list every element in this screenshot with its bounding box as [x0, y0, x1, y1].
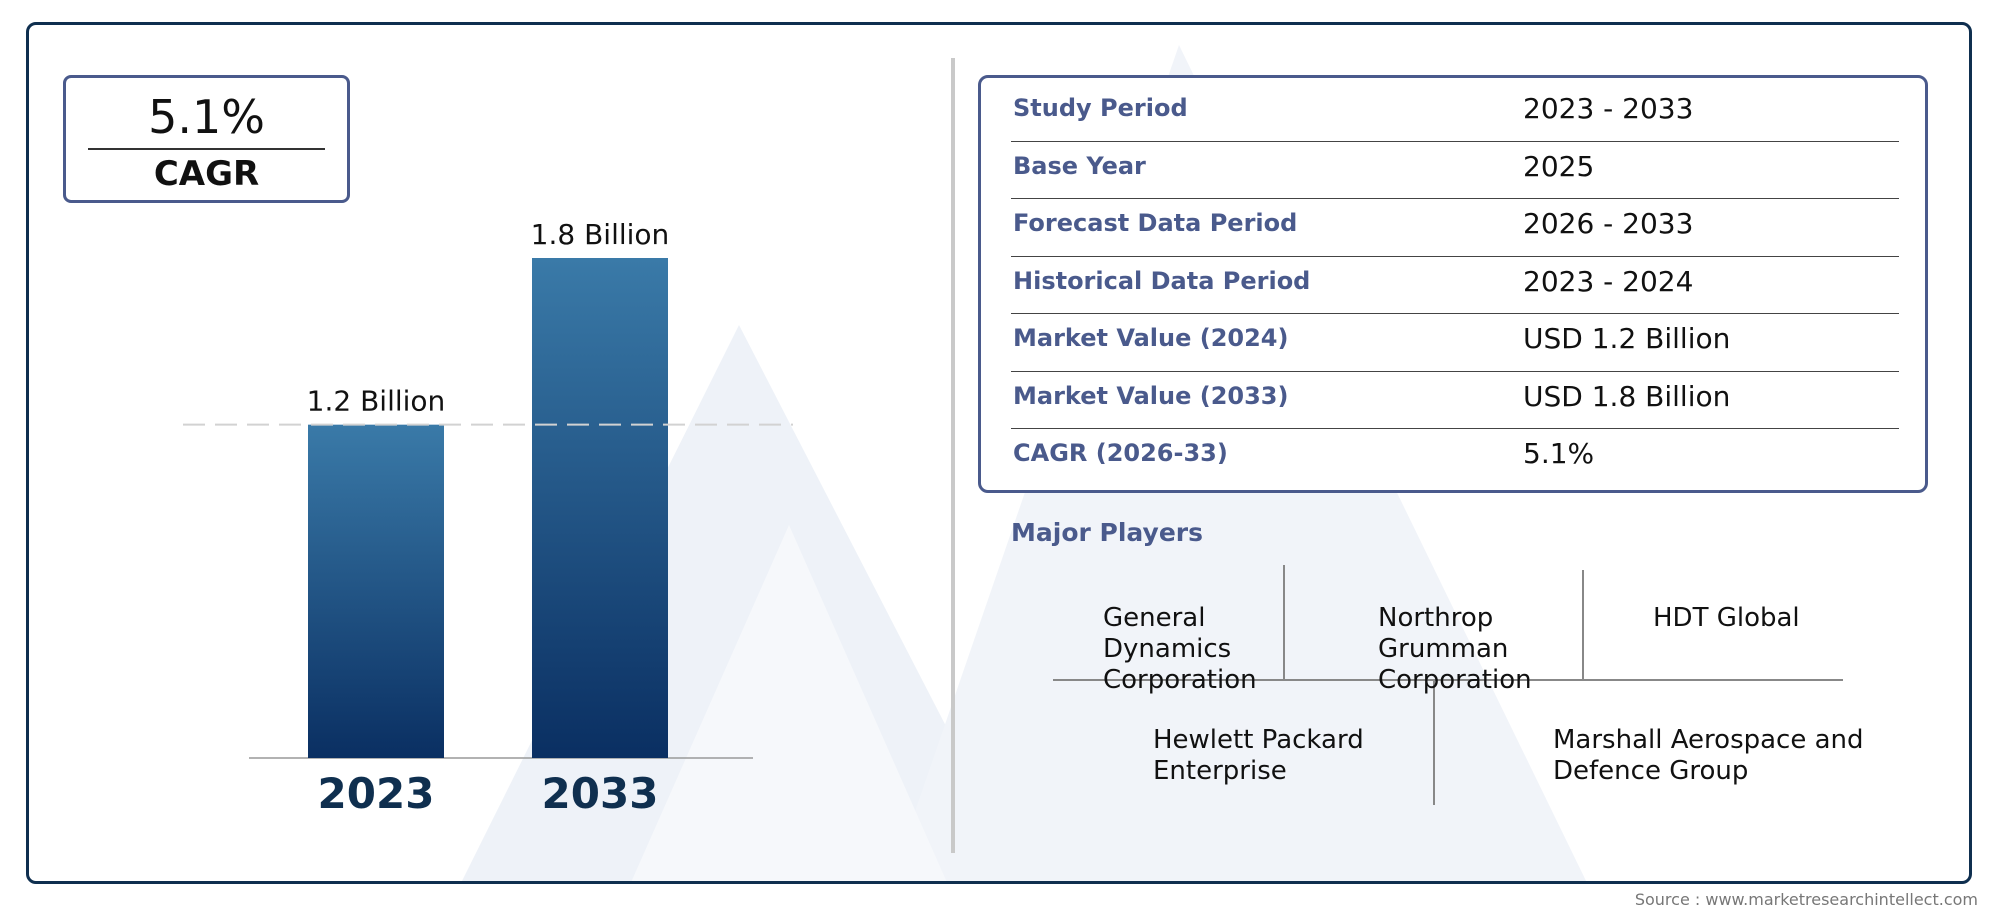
- players-divider-vertical-1: [1283, 565, 1285, 679]
- bar-2033: [532, 258, 668, 758]
- players-divider-vertical-2: [1582, 570, 1584, 679]
- cagr-value: 5.1%: [148, 90, 265, 144]
- bar-chart: 1.2 Billion 2023 1.8 Billion 2033: [183, 218, 793, 818]
- player-northrop-grumman: Northrop Grumman Corporation: [1378, 603, 1532, 695]
- category-label: 2033: [542, 769, 659, 818]
- category-label: 2023: [318, 769, 435, 818]
- infographic-frame: 5.1% CAGR 1.2 Billion 2023 1.8 Billion 2033…: [26, 22, 1972, 884]
- summary-row-value: 2025: [1523, 149, 1595, 183]
- bar-2023: [308, 424, 444, 758]
- summary-table: Study Period 2023 - 2033 Base Year 2025 Fore…: [978, 75, 1928, 493]
- summary-row-value: 2023 - 2024: [1523, 264, 1694, 298]
- summary-row-value: 2023 - 2033: [1523, 92, 1694, 125]
- cagr-box: 5.1% CAGR: [63, 75, 350, 203]
- summary-row: Historical Data Period 2023 - 2024: [1011, 257, 1899, 314]
- cagr-divider: [88, 148, 325, 150]
- summary-row-label: CAGR (2026-33): [1013, 439, 1228, 467]
- data-label: 1.2 Billion: [307, 385, 446, 418]
- summary-row-value: 2026 - 2033: [1523, 207, 1694, 240]
- summary-row-label: Base Year: [1013, 151, 1146, 180]
- summary-row-label: Market Value (2033): [1013, 381, 1289, 410]
- cagr-label: CAGR: [153, 154, 260, 194]
- summary-row-value: USD 1.2 Billion: [1523, 322, 1731, 355]
- summary-row: Forecast Data Period 2026 - 2033: [1011, 199, 1899, 257]
- players-divider-horizontal: [1053, 679, 1843, 681]
- source-credit: Source : www.marketresearchintellect.com: [1634, 890, 1978, 909]
- summary-row-label: Forecast Data Period: [1013, 209, 1298, 237]
- summary-row-label: Market Value (2024): [1013, 324, 1289, 352]
- summary-row-value: 5.1%: [1523, 437, 1595, 470]
- summary-row-label: Study Period: [1013, 94, 1188, 122]
- player-general-dynamics: General Dynamics Corporation: [1103, 603, 1257, 695]
- summary-row: Market Value (2024) USD 1.2 Billion: [1011, 314, 1899, 372]
- summary-row: Base Year 2025: [1011, 142, 1899, 199]
- summary-row: Study Period 2023 - 2033: [1011, 84, 1899, 142]
- major-players-title: Major Players: [1011, 518, 1203, 547]
- player-marshall-aerospace: Marshall Aerospace and Defence Group: [1553, 725, 1864, 786]
- summary-row: Market Value (2033) USD 1.8 Billion: [1011, 372, 1899, 429]
- player-hdt-global: HDT Global: [1653, 603, 1800, 633]
- summary-row: CAGR (2026-33) 5.1%: [1011, 429, 1899, 487]
- players-divider-vertical-3: [1433, 679, 1435, 805]
- player-hewlett-packard: Hewlett Packard Enterprise: [1153, 725, 1364, 786]
- summary-row-label: Historical Data Period: [1013, 266, 1311, 295]
- vertical-divider: [951, 58, 955, 853]
- data-label: 1.8 Billion: [531, 218, 670, 251]
- summary-row-value: USD 1.8 Billion: [1523, 379, 1731, 413]
